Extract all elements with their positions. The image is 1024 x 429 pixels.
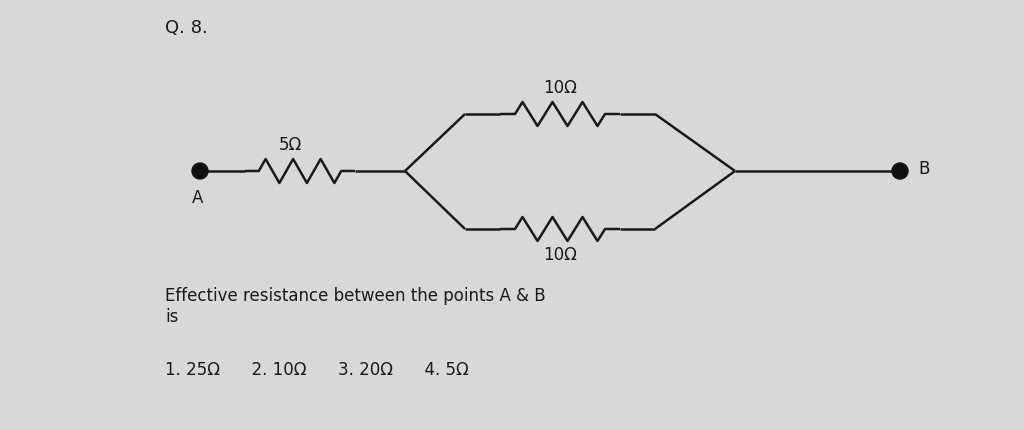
Text: Effective resistance between the points A & B
is: Effective resistance between the points …	[165, 287, 546, 326]
Text: 10Ω: 10Ω	[543, 79, 577, 97]
Text: B: B	[918, 160, 930, 178]
Text: 5Ω: 5Ω	[279, 136, 302, 154]
Text: 10Ω: 10Ω	[543, 246, 577, 264]
Text: Q. 8.: Q. 8.	[165, 19, 208, 37]
Circle shape	[193, 163, 208, 179]
Text: 1. 25Ω      2. 10Ω      3. 20Ω      4. 5Ω: 1. 25Ω 2. 10Ω 3. 20Ω 4. 5Ω	[165, 361, 469, 379]
Circle shape	[892, 163, 908, 179]
Text: A: A	[193, 189, 204, 207]
